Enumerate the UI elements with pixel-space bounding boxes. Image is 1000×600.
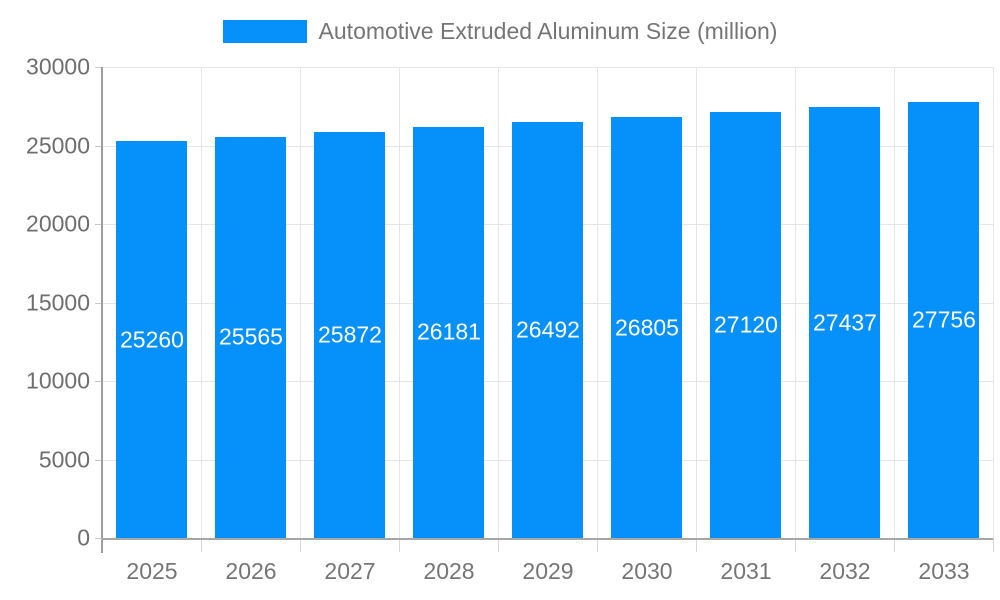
y-axis-tick-label: 20000 <box>26 210 90 237</box>
x-axis-tick-label: 2026 <box>225 558 277 584</box>
y-axis-tick <box>95 224 102 225</box>
y-axis-tick <box>95 381 102 382</box>
y-axis-tick <box>95 146 102 147</box>
bar-2030 <box>611 117 682 538</box>
x-axis-tick <box>498 538 499 552</box>
y-axis-line <box>101 67 103 553</box>
x-gridline <box>300 67 301 538</box>
y-axis-tick <box>95 460 102 461</box>
y-axis-tick <box>95 538 102 539</box>
bar-2025 <box>116 141 187 538</box>
y-axis-tick-label: 15000 <box>26 289 90 316</box>
y-axis-tick-label: 5000 <box>38 446 90 473</box>
x-gridline <box>498 67 499 538</box>
bar-2033 <box>908 102 979 538</box>
x-axis-tick-label: 2025 <box>126 558 178 584</box>
x-axis-tick <box>894 538 895 552</box>
bar-value-label: 27437 <box>813 309 877 336</box>
x-axis-tick-label: 2033 <box>918 558 970 584</box>
bar-value-label: 25260 <box>120 326 184 353</box>
x-gridline <box>795 67 796 538</box>
x-axis-tick-label: 2028 <box>423 558 475 584</box>
y-axis-tick-label: 10000 <box>26 367 90 394</box>
x-axis-tick-label: 2027 <box>324 558 376 584</box>
bar-value-label: 25565 <box>219 323 283 350</box>
y-axis-tick <box>95 67 102 68</box>
x-axis-tick <box>597 538 598 552</box>
bar-2031 <box>710 112 781 538</box>
bar-2027 <box>314 132 385 538</box>
x-axis-tick <box>201 538 202 552</box>
bar-2032 <box>809 107 880 538</box>
bar-value-label: 26805 <box>615 314 679 341</box>
x-axis-line <box>101 538 993 540</box>
bar-value-label: 27756 <box>912 306 976 333</box>
x-gridline <box>993 67 994 538</box>
y-axis-tick-label: 0 <box>77 524 90 551</box>
x-axis-tick <box>300 538 301 552</box>
x-axis-tick <box>696 538 697 552</box>
y-axis-tick-label: 30000 <box>26 53 90 80</box>
x-axis-tick <box>399 538 400 552</box>
y-axis-tick <box>95 303 102 304</box>
bar-value-label: 26492 <box>516 316 580 343</box>
x-gridline <box>597 67 598 538</box>
x-axis-tick-label: 2031 <box>720 558 772 584</box>
legend-swatch-icon <box>222 20 307 43</box>
y-axis-tick-label: 25000 <box>26 132 90 159</box>
x-axis-tick-label: 2030 <box>621 558 673 584</box>
bar-2029 <box>512 122 583 538</box>
x-gridline <box>399 67 400 538</box>
x-gridline <box>894 67 895 538</box>
x-gridline <box>201 67 202 538</box>
x-axis-tick-label: 2032 <box>819 558 871 584</box>
x-axis-tick <box>795 538 796 552</box>
bar-value-label: 26181 <box>417 318 481 345</box>
bar-2028 <box>413 127 484 538</box>
legend[interactable]: Automotive Extruded Aluminum Size (milli… <box>0 18 1000 45</box>
legend-label: Automotive Extruded Aluminum Size (milli… <box>318 18 778 44</box>
bar-2026 <box>215 137 286 538</box>
x-gridline <box>696 67 697 538</box>
bar-value-label: 25872 <box>318 321 382 348</box>
y-gridline <box>102 67 993 68</box>
bar-value-label: 27120 <box>714 311 778 338</box>
x-axis-tick <box>993 538 994 552</box>
x-axis-tick-label: 2029 <box>522 558 574 584</box>
